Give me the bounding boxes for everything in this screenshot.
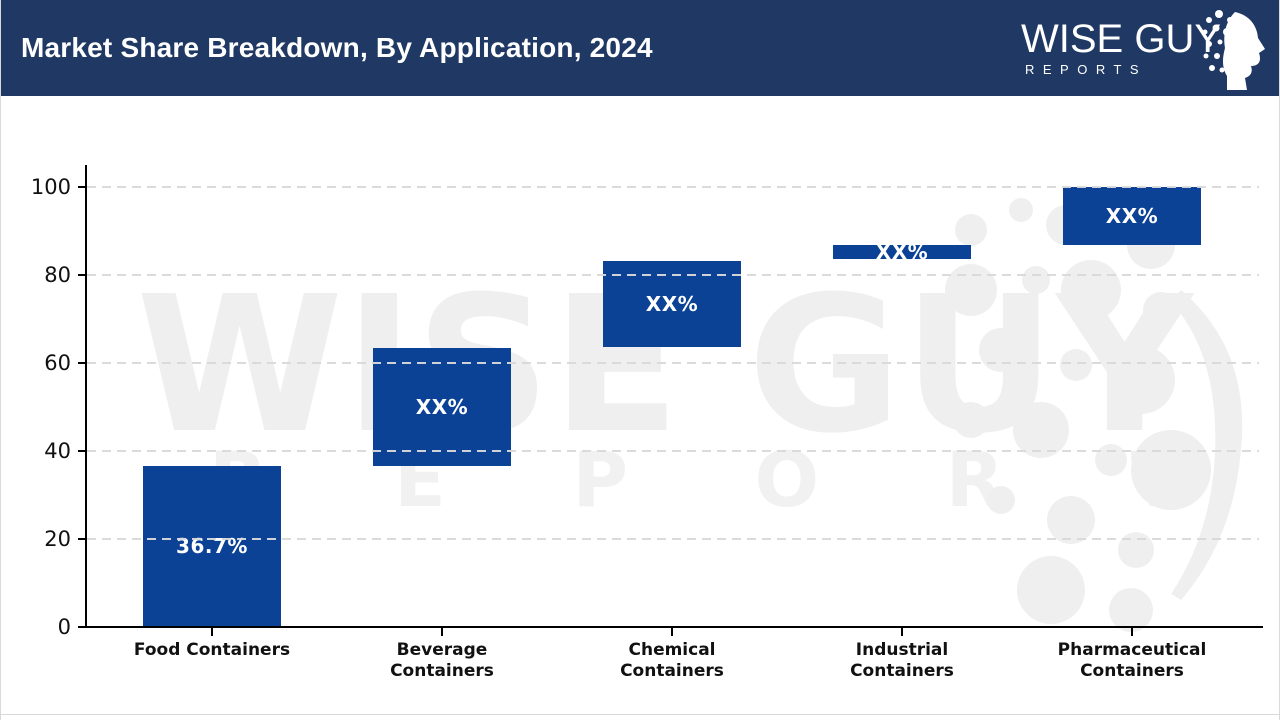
category-label-line: Containers — [390, 661, 494, 681]
bottom-rule — [1, 714, 1279, 715]
category-label-line: Containers — [1080, 661, 1184, 681]
category-label: Chemical Containers — [552, 640, 792, 682]
y-tick-mark — [78, 274, 85, 276]
bar-beverage-containers: XX% — [373, 348, 511, 466]
y-axis-line — [85, 165, 87, 628]
gridline-100 — [87, 186, 1259, 188]
gridline-80 — [87, 274, 1259, 276]
y-tick-label: 20 — [44, 527, 71, 551]
gridline-20 — [87, 538, 1259, 540]
gridline-60 — [87, 362, 1259, 364]
logo-wordmark: WISE GUY — [1021, 17, 1221, 61]
category-label-line: Chemical — [628, 640, 716, 660]
gridline-40 — [87, 450, 1259, 452]
x-tick-mark — [441, 628, 443, 636]
bar-value-label: XX% — [875, 240, 929, 265]
x-tick-mark — [211, 628, 213, 636]
category-label: Pharmaceutical Containers — [1012, 640, 1252, 682]
y-tick-label: 80 — [44, 263, 71, 287]
page-title: Market Share Breakdown, By Application, … — [21, 32, 653, 63]
y-tick-label: 0 — [57, 615, 71, 639]
category-label-line: Beverage — [396, 640, 488, 660]
x-tick-mark — [671, 628, 673, 636]
x-tick-mark — [901, 628, 903, 636]
bar-food-containers: 36.7% — [143, 465, 281, 627]
bar-industrial-containers: XX% — [833, 240, 971, 264]
dotted-face-profile-icon — [1202, 10, 1265, 90]
category-label-line: Food Containers — [133, 640, 291, 660]
bar-value-label: XX% — [645, 292, 699, 317]
y-tick-mark — [78, 186, 85, 188]
y-tick-mark — [78, 626, 85, 628]
bar-pharmaceutical-containers: XX% — [1063, 187, 1201, 246]
category-label-line: Containers — [850, 661, 954, 681]
y-tick-label: 40 — [44, 439, 71, 463]
x-tick-mark — [1131, 628, 1133, 636]
y-tick-label: 100 — [30, 175, 71, 199]
bar-value-label: XX% — [1105, 204, 1159, 229]
y-tick-mark — [78, 450, 85, 452]
logo-subtext: REPORTS — [1025, 62, 1147, 77]
x-axis-line — [85, 626, 1263, 628]
category-label-line: Containers — [620, 661, 724, 681]
category-label: Food Containers — [92, 640, 332, 661]
bar-value-label: XX% — [415, 394, 469, 419]
header-bar: Market Share Breakdown, By Application, … — [1, 0, 1279, 96]
category-label: Industrial Containers — [782, 640, 1022, 682]
category-label: Beverage Containers — [322, 640, 562, 682]
category-label-line: Industrial — [855, 640, 949, 660]
y-tick-mark — [78, 538, 85, 540]
category-label-line: Pharmaceutical — [1057, 640, 1207, 660]
wise-guy-logo: WISE GUY REPORTS — [1021, 10, 1265, 90]
y-tick-mark — [78, 362, 85, 364]
y-tick-label: 60 — [44, 351, 71, 375]
